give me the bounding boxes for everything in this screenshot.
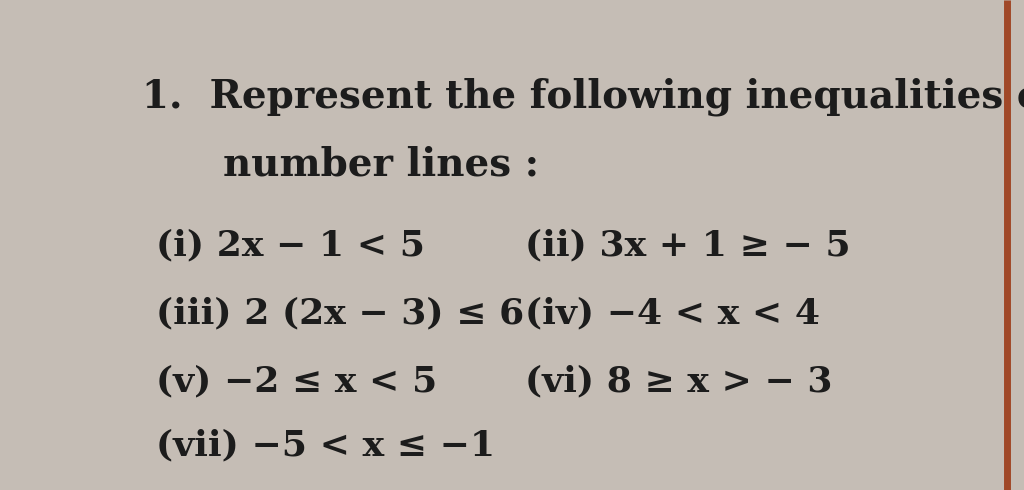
Text: (iv) −4 < x < 4: (iv) −4 < x < 4 — [524, 296, 820, 330]
Text: (ii) 3x + 1 ≥ − 5: (ii) 3x + 1 ≥ − 5 — [524, 228, 850, 263]
Text: (v) −2 ≤ x < 5: (v) −2 ≤ x < 5 — [156, 365, 437, 398]
Text: 1.  Represent the following inequalities on real: 1. Represent the following inequalities … — [142, 77, 1024, 116]
Text: number lines :: number lines : — [142, 146, 540, 184]
Text: (vi) 8 ≥ x > − 3: (vi) 8 ≥ x > − 3 — [524, 365, 833, 398]
Text: (vii) −5 < x ≤ −1: (vii) −5 < x ≤ −1 — [156, 429, 495, 463]
Text: (i) 2x − 1 < 5: (i) 2x − 1 < 5 — [156, 228, 425, 263]
Text: (iii) 2 (2x − 3) ≤ 6: (iii) 2 (2x − 3) ≤ 6 — [156, 296, 524, 330]
